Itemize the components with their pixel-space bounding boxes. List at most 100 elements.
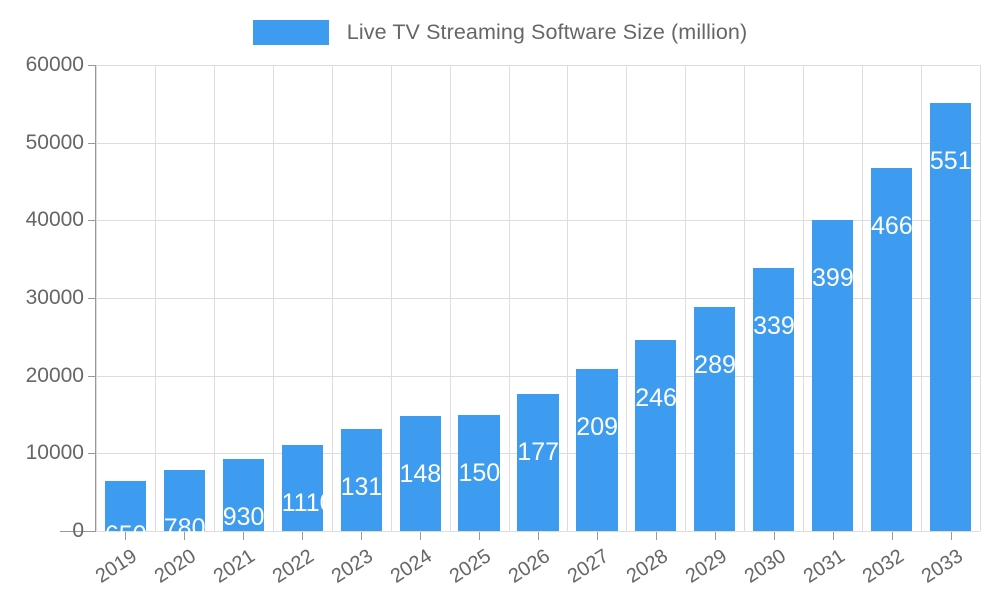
x-axis-tick-label: 2022 [268, 545, 319, 588]
bar[interactable] [753, 267, 795, 531]
gridline-vertical [626, 65, 627, 531]
x-axis-tick-mark [597, 532, 598, 540]
y-axis-tick-label: 0 [72, 519, 84, 542]
y-axis-tick-label: 10000 [25, 441, 84, 465]
y-axis-tick-label: 60000 [25, 53, 84, 76]
x-axis-tick-mark [892, 532, 893, 540]
gridline-horizontal [96, 220, 980, 222]
legend-swatch-icon [252, 19, 329, 45]
x-axis-tick-label: 2020 [151, 545, 201, 588]
gridline-vertical [214, 65, 215, 531]
x-axis-tick-label: 2027 [563, 545, 613, 588]
legend-item-live-tv[interactable]: Live TV Streaming Software Size (million… [252, 19, 748, 45]
bar-value-label: 17700 [517, 439, 559, 465]
x-axis-tick-mark [538, 532, 539, 540]
gridline-vertical [744, 65, 745, 531]
y-axis-tick-mark [88, 65, 96, 66]
x-axis-tick-mark [656, 532, 657, 540]
x-axis-tick-mark [715, 532, 716, 540]
bar[interactable] [222, 458, 264, 531]
x-axis-tick-label: 2030 [740, 545, 790, 588]
y-axis-tick-mark [88, 220, 96, 221]
x-axis-tick-label: 2024 [386, 545, 437, 588]
y-axis-tick-label: 30000 [25, 286, 84, 309]
x-axis-tick-mark [302, 532, 303, 540]
gridline-vertical [273, 65, 274, 531]
x-axis-tick-mark [420, 532, 421, 540]
x-axis-tick-label: 2029 [681, 545, 731, 588]
x-axis-tick-label: 2031 [799, 545, 849, 588]
bar[interactable] [635, 339, 677, 531]
y-axis-tick-mark [88, 298, 96, 299]
gridline-vertical [803, 65, 804, 531]
bar-value-label: 14800 [399, 462, 441, 488]
x-axis-tick-mark [361, 532, 362, 540]
gridline-vertical [980, 65, 981, 531]
y-axis-tick-label: 40000 [25, 208, 84, 232]
gridline-vertical [509, 65, 510, 531]
x-axis-tick-mark [951, 532, 952, 540]
bar-value-label: 15000 [458, 460, 500, 486]
gridline-vertical [921, 65, 922, 531]
plot-area: 6500780093001110013100148001500017700209… [96, 65, 981, 548]
gridline-vertical [391, 65, 392, 531]
y-axis-tick-mark [88, 143, 96, 144]
x-axis-tick-mark [243, 532, 244, 540]
bar[interactable] [870, 168, 913, 531]
gridline-vertical [450, 65, 451, 531]
x-axis-tick-label: 2026 [504, 545, 554, 588]
gridline-horizontal [96, 65, 980, 66]
x-axis-tick-label: 2019 [92, 545, 142, 588]
x-axis-tick-label: 2023 [327, 545, 378, 588]
x-axis-tick-mark [774, 532, 775, 540]
bar-value-label: 33900 [753, 313, 795, 339]
bar-value-label: 39990 [812, 266, 854, 292]
x-axis-tick-label: 2021 [210, 545, 260, 588]
bar[interactable] [163, 470, 206, 531]
gridline-horizontal [96, 142, 980, 144]
x-axis-tick-mark [833, 532, 834, 540]
bar-value-label: 13100 [340, 475, 382, 501]
y-axis-tick-mark [88, 453, 96, 454]
gridline-vertical [862, 65, 863, 531]
bar-value-label: 28900 [694, 352, 736, 378]
x-axis-tick-label: 2025 [445, 545, 496, 588]
bar-value-label: 46690 [870, 214, 913, 240]
x-axis-tick-mark [479, 532, 480, 540]
x-axis-tick-label: 2033 [917, 545, 967, 588]
bar-value-label: 20900 [576, 414, 618, 440]
y-axis-tick-label: 50000 [25, 130, 84, 154]
gridline-horizontal [96, 298, 980, 299]
gridline-horizontal [96, 531, 980, 532]
bar[interactable] [812, 220, 854, 531]
bar[interactable] [576, 368, 618, 531]
gridline-horizontal [96, 375, 980, 377]
bar[interactable] [458, 414, 500, 531]
bar-value-label: 55100 [929, 149, 972, 175]
bar[interactable] [104, 480, 147, 531]
bar-value-label: 9300 [222, 504, 264, 530]
bar[interactable] [281, 444, 323, 531]
gridline-vertical [155, 65, 156, 531]
gridline-vertical [332, 65, 333, 531]
legend-label: Live TV Streaming Software Size (million… [346, 19, 748, 44]
chart-legend: Live TV Streaming Software Size (million… [0, 14, 1000, 50]
bar[interactable] [340, 429, 382, 531]
bar[interactable] [399, 416, 441, 531]
x-axis-tick-mark [184, 532, 185, 540]
y-axis-tick-mark [88, 376, 96, 377]
bar[interactable] [929, 103, 972, 531]
bar[interactable] [517, 393, 559, 531]
x-axis-tick-mark [125, 532, 126, 540]
y-axis-tick-label: 20000 [25, 363, 84, 387]
gridline-vertical [567, 65, 568, 531]
gridline-vertical [96, 65, 97, 531]
x-axis-tick-label: 2028 [622, 545, 672, 588]
gridline-vertical [685, 65, 686, 531]
bar[interactable] [694, 306, 736, 531]
bar-value-label: 24600 [635, 385, 677, 411]
y-axis-tick-mark [88, 531, 96, 532]
bar-value-label: 11100 [281, 490, 323, 516]
x-axis-tick-label: 2032 [858, 545, 908, 588]
